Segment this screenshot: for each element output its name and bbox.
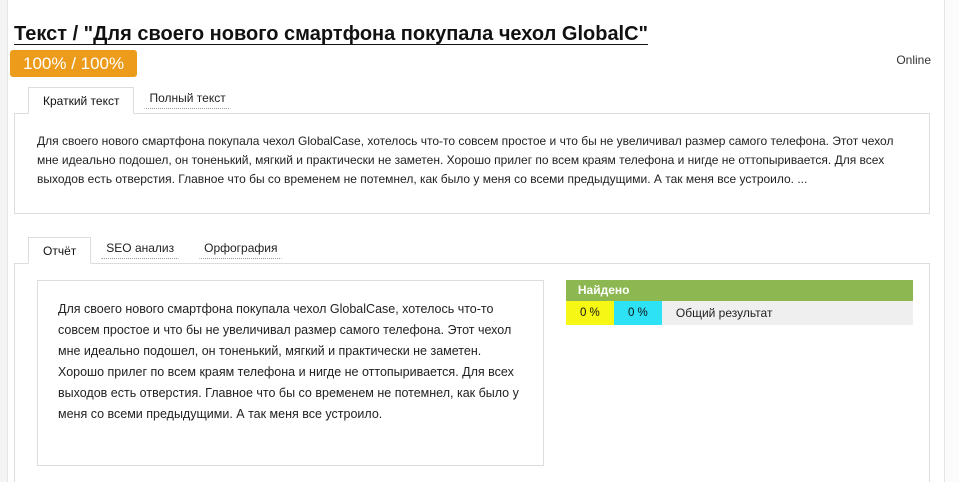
tab-short-text[interactable]: Краткий текст: [28, 87, 135, 114]
result-chip-cyan: 0 %: [613, 301, 662, 325]
results-panel: Найдено 0 % 0 % Общий результат: [565, 280, 913, 325]
report-tab-panel: Для своего нового смартфона покупала чех…: [14, 264, 930, 482]
tab-seo-analysis[interactable]: SEO анализ: [101, 238, 180, 259]
score-badge: 100% / 100%: [10, 50, 138, 77]
text-tabset: Краткий текст Полный текст Для своего но…: [14, 86, 930, 214]
report-text-body: Для своего нового смартфона покупала чех…: [58, 302, 519, 421]
left-gutter: [0, 0, 8, 482]
report-text-box: Для своего нового смартфона покупала чех…: [37, 280, 544, 466]
report-tab-strip: Отчёт SEO анализ Орфография: [14, 236, 930, 264]
result-chip-yellow: 0 %: [565, 301, 614, 325]
tab-spelling[interactable]: Орфография: [199, 238, 283, 259]
results-header: Найдено: [565, 280, 913, 301]
right-sidebar-divider: [944, 0, 945, 482]
text-tab-strip: Краткий текст Полный текст: [14, 86, 930, 114]
text-tab-panel: Для своего нового смартфона покупала чех…: [14, 114, 930, 214]
result-row-label: Общий результат: [675, 306, 773, 320]
tab-report[interactable]: Отчёт: [28, 237, 92, 264]
page-title: Текст / "Для своего нового смартфона пок…: [14, 23, 649, 46]
report-tabset: Отчёт SEO анализ Орфография Для своего н…: [14, 236, 930, 482]
results-row: 0 % 0 % Общий результат: [565, 301, 913, 325]
short-text-body: Для своего нового смартфона покупала чех…: [37, 134, 894, 186]
status-online-label: Online: [896, 53, 931, 67]
right-gutter: [945, 0, 959, 482]
tab-full-text[interactable]: Полный текст: [144, 88, 231, 109]
